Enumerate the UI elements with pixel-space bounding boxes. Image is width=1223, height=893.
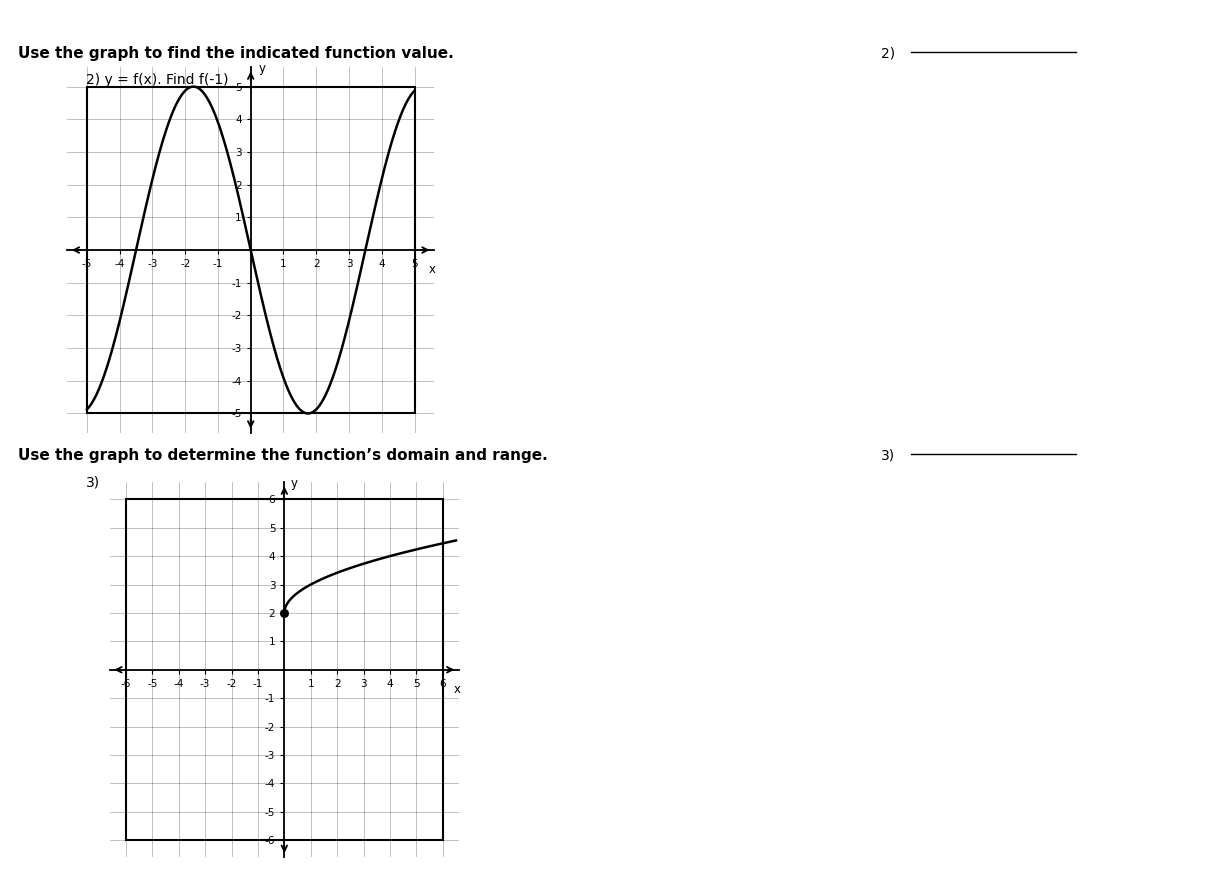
- Text: 3): 3): [881, 448, 895, 463]
- Text: y: y: [291, 477, 298, 490]
- Text: 2) y = f(x). Find f(-1): 2) y = f(x). Find f(-1): [86, 73, 229, 88]
- Text: x: x: [454, 682, 461, 696]
- Bar: [87, 87, 415, 413]
- Text: Use the graph to determine the function’s domain and range.: Use the graph to determine the function’…: [18, 448, 548, 463]
- Text: 3): 3): [86, 475, 100, 489]
- Text: Use the graph to find the indicated function value.: Use the graph to find the indicated func…: [18, 46, 454, 62]
- Text: x: x: [429, 263, 437, 276]
- Text: 2): 2): [881, 46, 895, 61]
- Text: y: y: [259, 63, 265, 75]
